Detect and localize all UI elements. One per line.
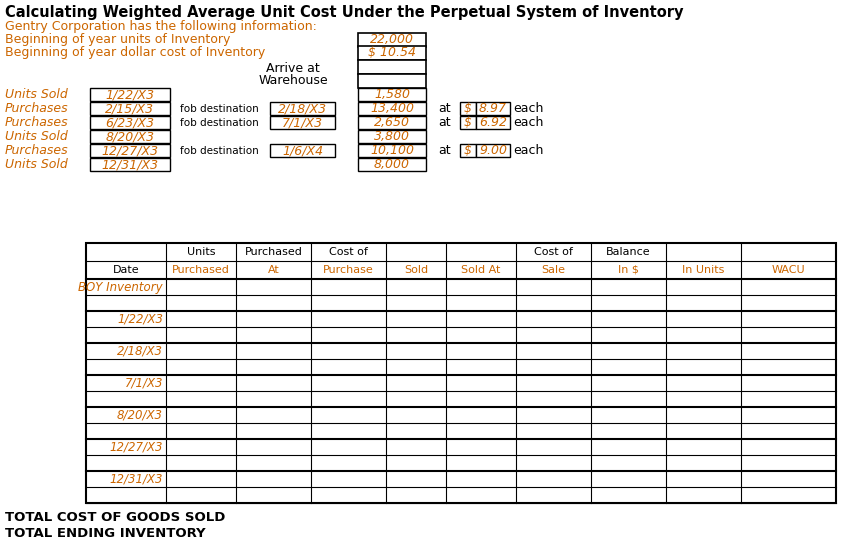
Bar — [358, 116, 426, 129]
Bar — [460, 102, 476, 115]
Text: Beginning of year units of Inventory: Beginning of year units of Inventory — [5, 33, 230, 46]
Text: Sold At: Sold At — [461, 265, 501, 275]
Text: Units Sold: Units Sold — [5, 158, 68, 171]
Text: 6/23/X3: 6/23/X3 — [105, 116, 155, 129]
Text: TOTAL COST OF GOODS SOLD: TOTAL COST OF GOODS SOLD — [5, 511, 225, 524]
Text: Purchased: Purchased — [172, 265, 230, 275]
Bar — [358, 33, 426, 47]
Bar — [358, 74, 426, 88]
Bar — [358, 144, 426, 157]
Text: 22,000: 22,000 — [370, 33, 414, 46]
Text: 13,400: 13,400 — [370, 102, 414, 115]
Text: 1/22/X3: 1/22/X3 — [117, 313, 163, 325]
Text: at: at — [438, 116, 450, 129]
Text: Cost of: Cost of — [534, 247, 573, 257]
Text: 2/18/X3: 2/18/X3 — [117, 344, 163, 357]
Text: fob destination: fob destination — [180, 117, 259, 128]
Text: At: At — [268, 265, 279, 275]
Bar — [358, 60, 426, 74]
Bar — [358, 88, 426, 101]
Text: $: $ — [464, 116, 472, 129]
Bar — [90, 116, 170, 129]
Text: 12/31/X3: 12/31/X3 — [110, 472, 163, 485]
Bar — [270, 144, 335, 157]
Text: Beginning of year dollar cost of Inventory: Beginning of year dollar cost of Invento… — [5, 46, 265, 59]
Text: Gentry Corporation has the following information:: Gentry Corporation has the following inf… — [5, 20, 317, 33]
Text: 1/6/X4: 1/6/X4 — [282, 144, 323, 157]
Text: Purchased: Purchased — [245, 247, 302, 257]
Text: Sold: Sold — [404, 265, 428, 275]
Text: each: each — [513, 144, 544, 157]
Text: 9.00: 9.00 — [479, 144, 507, 157]
Bar — [476, 116, 510, 129]
Text: 12/31/X3: 12/31/X3 — [102, 158, 158, 171]
Text: $ 10.54: $ 10.54 — [368, 46, 416, 60]
Text: fob destination: fob destination — [180, 145, 259, 155]
Text: Purchases: Purchases — [5, 102, 68, 115]
Bar — [270, 102, 335, 115]
Bar — [358, 46, 426, 60]
Text: each: each — [513, 102, 544, 115]
Bar — [90, 102, 170, 115]
Text: Balance: Balance — [606, 247, 651, 257]
Text: fob destination: fob destination — [180, 103, 259, 114]
Text: 12/27/X3: 12/27/X3 — [102, 144, 158, 157]
Text: at: at — [438, 102, 450, 115]
Bar — [358, 158, 426, 171]
Text: 10,100: 10,100 — [370, 144, 414, 157]
Bar — [476, 144, 510, 157]
Text: Purchase: Purchase — [323, 265, 374, 275]
Text: 3,800: 3,800 — [374, 130, 410, 143]
Text: 8/20/X3: 8/20/X3 — [105, 130, 155, 143]
Text: 8.97: 8.97 — [479, 102, 507, 115]
Text: Cost of: Cost of — [329, 247, 368, 257]
Text: Date: Date — [113, 265, 140, 275]
Text: 7/1/X3: 7/1/X3 — [124, 377, 163, 390]
Text: Sale: Sale — [542, 265, 566, 275]
Text: 8/20/X3: 8/20/X3 — [117, 408, 163, 421]
Text: 2,650: 2,650 — [374, 116, 410, 129]
Text: Units Sold: Units Sold — [5, 88, 68, 101]
Text: In Units: In Units — [682, 265, 725, 275]
Bar — [90, 130, 170, 143]
Text: 1/22/X3: 1/22/X3 — [105, 88, 155, 101]
Bar — [460, 116, 476, 129]
Text: at: at — [438, 144, 450, 157]
Bar — [90, 88, 170, 101]
Bar — [476, 102, 510, 115]
Bar — [90, 158, 170, 171]
Bar — [358, 130, 426, 143]
Text: Calculating Weighted Average Unit Cost Under the Perpetual System of Inventory: Calculating Weighted Average Unit Cost U… — [5, 5, 683, 20]
Text: each: each — [513, 116, 544, 129]
Text: 1,580: 1,580 — [374, 88, 410, 101]
Text: 8,000: 8,000 — [374, 158, 410, 171]
Bar — [86, 243, 836, 503]
Text: $: $ — [464, 102, 472, 115]
Text: 12/27/X3: 12/27/X3 — [110, 441, 163, 454]
Text: Purchases: Purchases — [5, 144, 68, 157]
Text: Warehouse: Warehouse — [259, 74, 328, 87]
Text: Purchases: Purchases — [5, 116, 68, 129]
Text: Arrive at: Arrive at — [266, 62, 320, 75]
Bar — [270, 116, 335, 129]
Bar — [90, 144, 170, 157]
Text: 7/1/X3: 7/1/X3 — [282, 116, 323, 129]
Text: Units: Units — [187, 247, 215, 257]
Text: TOTAL ENDING INVENTORY: TOTAL ENDING INVENTORY — [5, 527, 205, 538]
Text: WACU: WACU — [772, 265, 805, 275]
Text: Units Sold: Units Sold — [5, 130, 68, 143]
Text: 6.92: 6.92 — [479, 116, 507, 129]
Text: 2/18/X3: 2/18/X3 — [278, 102, 327, 115]
Bar — [358, 102, 426, 115]
Text: BOY Inventory: BOY Inventory — [79, 280, 163, 294]
Text: $: $ — [464, 144, 472, 157]
Text: 2/15/X3: 2/15/X3 — [105, 102, 155, 115]
Text: In $: In $ — [618, 265, 639, 275]
Bar — [460, 144, 476, 157]
